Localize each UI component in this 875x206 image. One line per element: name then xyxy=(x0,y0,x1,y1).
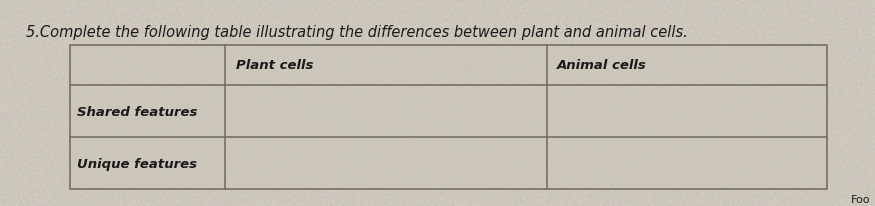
Text: Shared features: Shared features xyxy=(77,105,198,118)
Text: Animal cells: Animal cells xyxy=(557,59,648,72)
Text: 5.Complete the following table illustrating the differences between plant and an: 5.Complete the following table illustrat… xyxy=(26,25,688,40)
Text: Unique features: Unique features xyxy=(77,157,197,170)
Bar xyxy=(70,45,827,190)
Bar xyxy=(70,45,827,190)
Text: Plant cells: Plant cells xyxy=(235,59,313,72)
Text: Foo: Foo xyxy=(851,194,871,204)
